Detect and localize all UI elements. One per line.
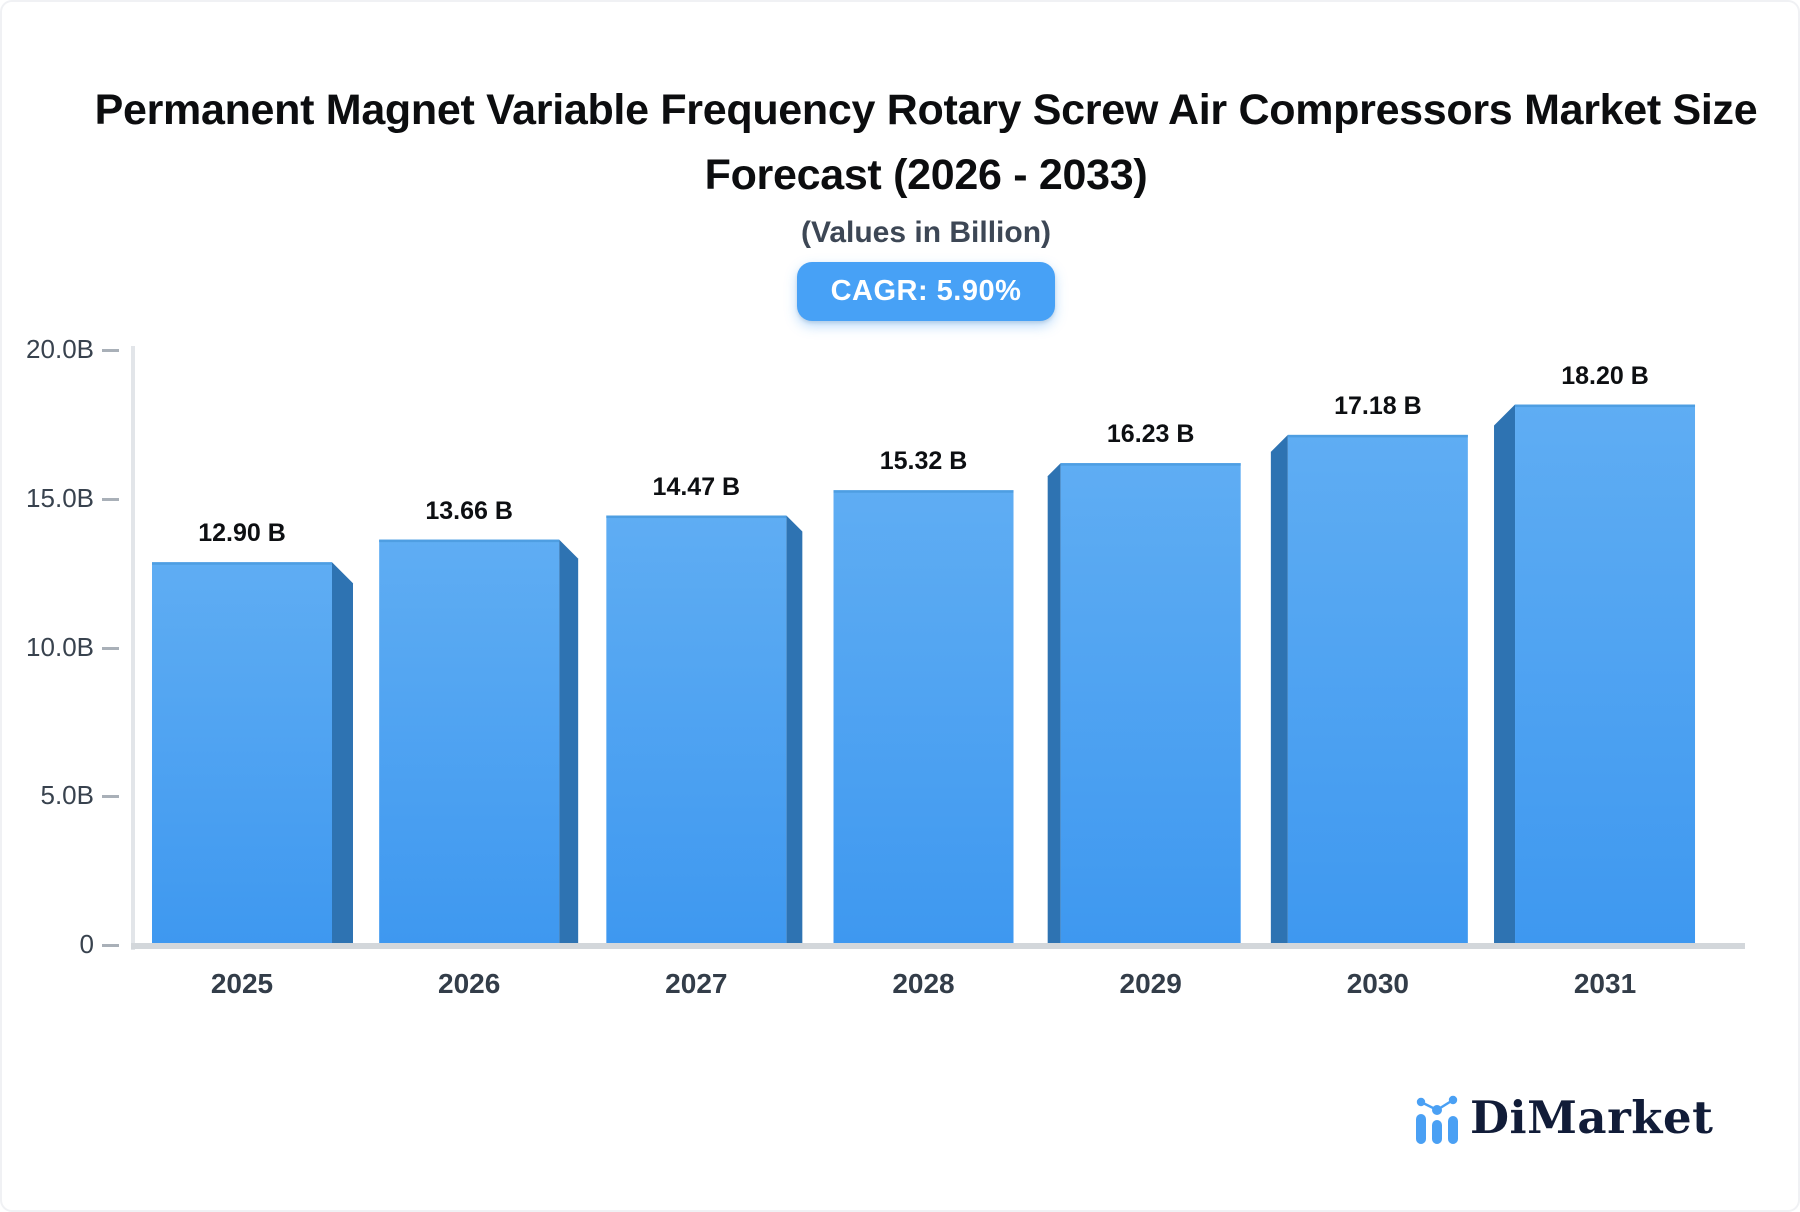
y-tick-label-10.0B: 10.0B: [26, 631, 94, 662]
bar-2029[interactable]: [1047, 463, 1241, 946]
bar-front-face: [152, 562, 332, 946]
bar-2025[interactable]: [152, 562, 353, 946]
bar-front-face: [1515, 404, 1696, 946]
y-axis-line: [131, 346, 135, 950]
bar-2030[interactable]: [1270, 434, 1468, 946]
y-tick-mark: [102, 795, 119, 799]
chart-title-line2: Forecast (2026 - 2033): [704, 151, 1148, 199]
chart-header: Permanent Magnet Variable Frequency Rota…: [54, 78, 1798, 321]
bar-top-edge: [379, 539, 560, 543]
bar-top-edge: [152, 562, 332, 565]
bar-side-face: [786, 515, 803, 946]
y-tick-label-0: 0: [79, 929, 94, 959]
x-tick-label-2030: 2030: [1346, 968, 1409, 999]
bar-side-face: [559, 539, 579, 946]
bar-side-face: [332, 562, 353, 946]
bar-top-edge: [1515, 404, 1696, 408]
bar-front-face: [379, 539, 560, 946]
bar-value-label-2030: 17.18 B: [1334, 391, 1422, 420]
bar-value-label-2028: 15.32 B: [879, 447, 968, 476]
dimarket-logo: DiMarket: [1414, 1088, 1713, 1146]
bar-2028[interactable]: [833, 490, 1014, 946]
bar-value-label-2026: 13.66 B: [425, 496, 513, 525]
x-tick-label-2027: 2027: [665, 968, 728, 999]
bar-top-edge: [833, 490, 1014, 493]
bar-front-face: [606, 515, 787, 946]
bar-top-edge: [1060, 463, 1241, 466]
bar-top-edge: [606, 515, 787, 519]
y-tick-mark: [102, 349, 119, 352]
chart-title-line1: Permanent Magnet Variable Frequency Rota…: [94, 86, 1758, 134]
y-tick-label-20.0B: 20.0B: [26, 334, 94, 364]
bar-chart-logo-icon: [1416, 1095, 1458, 1144]
bar-2031[interactable]: [1494, 404, 1696, 946]
x-tick-label-2028: 2028: [892, 968, 955, 999]
x-tick-label-2025: 2025: [210, 968, 274, 999]
bar-top-edge: [1287, 434, 1468, 438]
chart-title: Permanent Magnet Variable Frequency Rota…: [54, 78, 1798, 208]
bar-side-face: [1494, 404, 1516, 946]
bar-front-face: [833, 490, 1014, 946]
x-tick-label-2029: 2029: [1119, 968, 1182, 999]
x-tick-label-2026: 2026: [438, 968, 501, 999]
y-tick-mark: [102, 944, 119, 947]
bar-side-face: [1270, 434, 1288, 946]
bar-value-label-2025: 12.90 B: [198, 519, 286, 548]
bar-value-label-2031: 18.20 B: [1561, 361, 1649, 390]
chart-subtitle: (Values in Billion): [800, 216, 1052, 249]
bar-side-face: [1047, 463, 1061, 946]
bar-value-label-2027: 14.47 B: [652, 472, 741, 501]
y-tick-label-15.0B: 15.0B: [26, 482, 94, 513]
x-tick-label-2031: 2031: [1573, 968, 1637, 999]
y-tick-mark: [102, 497, 119, 501]
bar-value-label-2029: 16.23 B: [1106, 420, 1195, 449]
bar-2027[interactable]: [606, 515, 803, 946]
x-axis-line: [131, 943, 1745, 949]
y-tick-mark: [102, 646, 119, 650]
logo-wordmark: DiMarket: [1470, 1091, 1714, 1144]
y-tick-label-5.0B: 5.0B: [40, 780, 95, 811]
bar-front-face: [1287, 434, 1468, 946]
cagr-badge: CAGR: 5.90%: [796, 262, 1056, 321]
bar-2026[interactable]: [379, 539, 579, 946]
bar-front-face: [1060, 463, 1241, 946]
